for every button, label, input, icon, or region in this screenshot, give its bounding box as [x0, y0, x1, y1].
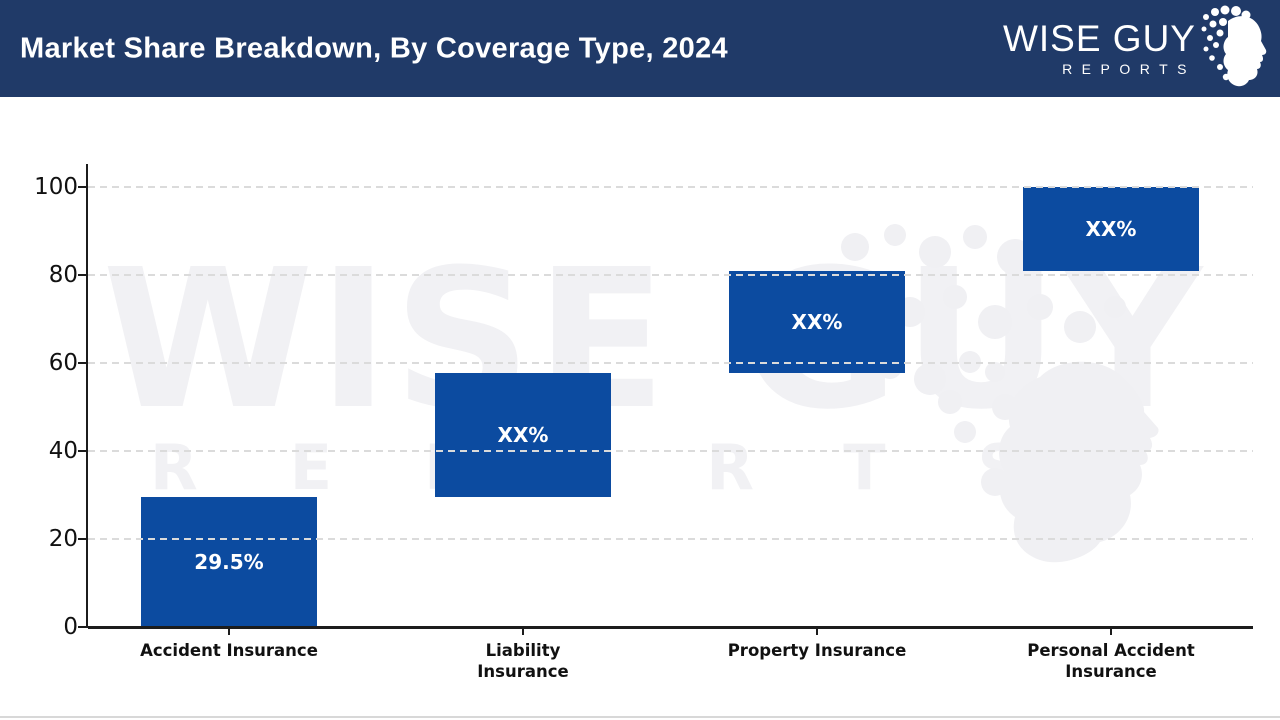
- y-tick-label-20: 20: [48, 526, 78, 552]
- gridline-80: [88, 274, 1253, 276]
- y-tick-mark-80: [78, 274, 88, 276]
- bar-value-label-liability-insurance: XX%: [497, 422, 549, 447]
- x-tick-label-personal-accident-insurance: Personal Accident Insurance: [1027, 641, 1195, 681]
- y-tick-mark-60: [78, 362, 88, 364]
- y-tick-label-100: 100: [34, 174, 78, 200]
- y-axis-line: [86, 164, 88, 628]
- wiseguy-logo: WISE GUY REPORTS: [1003, 4, 1270, 92]
- report-header: Market Share Breakdown, By Coverage Type…: [0, 0, 1280, 97]
- bar-accident-insurance: 29.5%: [141, 497, 317, 627]
- y-tick-label-0: 0: [63, 614, 78, 640]
- y-tick-mark-40: [78, 450, 88, 452]
- gridline-20: [88, 538, 1253, 540]
- logo-subtitle-text: REPORTS: [1062, 61, 1196, 77]
- plot: 0 20 40 60 80 100 29.5% Accident Insurance XX% Li…: [0, 97, 1280, 717]
- x-tick-mark-accident-insurance: [228, 627, 230, 635]
- x-tick-label-liability-insurance: Liability Insurance: [477, 641, 569, 681]
- bottom-divider: [0, 716, 1280, 718]
- bar-value-label-accident-insurance: 29.5%: [194, 550, 264, 575]
- x-tick-label-property-insurance: Property Insurance: [727, 641, 907, 660]
- bar-value-label-personal-accident-insurance: XX%: [1085, 216, 1137, 241]
- y-tick-mark-100: [78, 186, 88, 188]
- y-tick-label-80: 80: [48, 262, 78, 288]
- gridline-40: [88, 450, 1253, 452]
- gridline-100: [88, 186, 1253, 188]
- y-tick-mark-20: [78, 538, 88, 540]
- x-tick-mark-personal-accident-insurance: [1110, 627, 1112, 635]
- x-axis-line: [88, 626, 1253, 629]
- wiseguy-logo-text: WISE GUY REPORTS: [1003, 20, 1196, 76]
- x-tick-mark-liability-insurance: [522, 627, 524, 635]
- watermark-face-dots: [841, 224, 1159, 563]
- chart-area: WISE GUY REPORTS 0 20 40 60 80 100 29.5% Accide…: [0, 97, 1280, 717]
- logo-name-text: WISE GUY: [1002, 18, 1196, 59]
- wiseguy-face-icon: [1201, 5, 1267, 87]
- bar-value-label-property-insurance: XX%: [791, 309, 843, 334]
- bar-liability-insurance: XX%: [435, 372, 611, 498]
- y-tick-label-40: 40: [48, 438, 78, 464]
- bar-property-insurance: XX%: [729, 270, 905, 373]
- x-tick-mark-property-insurance: [816, 627, 818, 635]
- x-tick-label-accident-insurance: Accident Insurance: [140, 641, 318, 660]
- bar-personal-accident-insurance: XX%: [1023, 187, 1199, 271]
- gridline-60: [88, 362, 1253, 364]
- y-tick-mark-0: [78, 626, 88, 628]
- page-title: Market Share Breakdown, By Coverage Type…: [20, 32, 728, 64]
- y-tick-label-60: 60: [48, 350, 78, 376]
